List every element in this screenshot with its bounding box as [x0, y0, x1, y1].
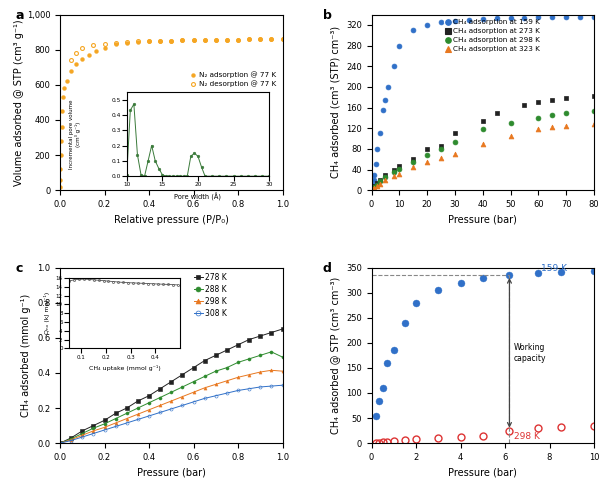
N₂ adsorption @ 77 K: [157, 38, 164, 44]
N₂ adsorption @ 77 K: [68, 68, 75, 74]
N₂ adsorption @ 77 K: [145, 38, 152, 44]
N₂ adsorption @ 77 K: [58, 138, 65, 144]
N₂ adsorption @ 77 K: [257, 36, 264, 42]
Legend: CH₄ adsorption at 159 K, CH₄ adsorption at 273 K, CH₄ adsorption at 298 K, CH₄ a: CH₄ adsorption at 159 K, CH₄ adsorption …: [442, 17, 542, 55]
Line: N₂ desorption @ 77 K: N₂ desorption @ 77 K: [69, 37, 284, 62]
N₂ adsorption @ 77 K: [101, 45, 108, 51]
N₂ adsorption @ 77 K: [167, 37, 175, 43]
N₂ adsorption @ 77 K: [235, 37, 242, 42]
N₂ adsorption @ 77 K: [57, 152, 64, 158]
Legend: 278 K, 288 K, 298 K, 308 K: 278 K, 288 K, 298 K, 308 K: [191, 270, 230, 321]
N₂ adsorption @ 77 K: [123, 40, 130, 46]
N₂ adsorption @ 77 K: [190, 37, 197, 43]
X-axis label: Pressure (bar): Pressure (bar): [137, 468, 206, 477]
N₂ desorption @ 77 K: [68, 57, 75, 63]
N₂ desorption @ 77 K: [145, 38, 152, 44]
Text: 298 K: 298 K: [514, 431, 540, 441]
N₂ adsorption @ 77 K: [134, 39, 142, 45]
N₂ adsorption @ 77 K: [201, 37, 208, 43]
N₂ adsorption @ 77 K: [60, 94, 67, 100]
Text: b: b: [323, 9, 331, 22]
N₂ desorption @ 77 K: [179, 37, 186, 43]
Text: d: d: [323, 262, 331, 275]
N₂ adsorption @ 77 K: [72, 61, 79, 67]
N₂ adsorption @ 77 K: [179, 37, 186, 43]
N₂ desorption @ 77 K: [235, 37, 242, 42]
N₂ adsorption @ 77 K: [56, 184, 64, 189]
N₂ desorption @ 77 K: [101, 41, 108, 47]
N₂ desorption @ 77 K: [134, 38, 142, 44]
Text: c: c: [16, 262, 23, 275]
N₂ adsorption @ 77 K: [223, 37, 230, 43]
N₂ desorption @ 77 K: [90, 42, 97, 48]
X-axis label: Relative pressure (P/P₀): Relative pressure (P/P₀): [114, 215, 229, 225]
Y-axis label: CH₄ adsorbed (mmol g⁻¹): CH₄ adsorbed (mmol g⁻¹): [22, 294, 31, 417]
Text: 159 K: 159 K: [541, 263, 566, 273]
Text: a: a: [16, 9, 24, 22]
N₂ adsorption @ 77 K: [279, 36, 286, 42]
N₂ adsorption @ 77 K: [58, 124, 65, 130]
N₂ desorption @ 77 K: [257, 36, 264, 42]
X-axis label: Pressure (bar): Pressure (bar): [448, 215, 517, 225]
N₂ adsorption @ 77 K: [268, 36, 275, 42]
Y-axis label: Volume adsorbed @ STP (cm³ g⁻¹): Volume adsorbed @ STP (cm³ g⁻¹): [14, 19, 24, 186]
Y-axis label: CH₄ adsorbed @ STP (cm³ cm⁻³): CH₄ adsorbed @ STP (cm³ cm⁻³): [331, 277, 340, 434]
N₂ adsorption @ 77 K: [92, 49, 99, 55]
N₂ adsorption @ 77 K: [85, 52, 92, 58]
N₂ desorption @ 77 K: [268, 36, 275, 42]
N₂ desorption @ 77 K: [223, 37, 230, 43]
N₂ adsorption @ 77 K: [57, 166, 64, 172]
N₂ adsorption @ 77 K: [63, 78, 70, 84]
N₂ desorption @ 77 K: [123, 39, 130, 45]
N₂ desorption @ 77 K: [79, 45, 86, 51]
N₂ adsorption @ 77 K: [112, 41, 119, 47]
N₂ desorption @ 77 K: [190, 37, 197, 43]
N₂ adsorption @ 77 K: [79, 56, 86, 61]
Line: N₂ adsorption @ 77 K: N₂ adsorption @ 77 K: [58, 37, 284, 188]
Y-axis label: CH₄ adsorbed (cm³ (STP) cm⁻³): CH₄ adsorbed (cm³ (STP) cm⁻³): [331, 26, 340, 179]
N₂ desorption @ 77 K: [157, 38, 164, 44]
N₂ desorption @ 77 K: [112, 40, 119, 46]
N₂ desorption @ 77 K: [201, 37, 208, 43]
N₂ desorption @ 77 K: [212, 37, 220, 43]
X-axis label: Pressure (bar): Pressure (bar): [448, 468, 517, 477]
N₂ adsorption @ 77 K: [245, 37, 253, 42]
Legend: N₂ adsorption @ 77 K, N₂ desorption @ 77 K: N₂ adsorption @ 77 K, N₂ desorption @ 77…: [187, 69, 279, 90]
N₂ desorption @ 77 K: [72, 50, 79, 56]
N₂ desorption @ 77 K: [245, 37, 253, 42]
N₂ desorption @ 77 K: [279, 36, 286, 42]
N₂ adsorption @ 77 K: [59, 108, 66, 114]
N₂ adsorption @ 77 K: [212, 37, 220, 43]
N₂ adsorption @ 77 K: [56, 177, 64, 183]
N₂ desorption @ 77 K: [167, 37, 175, 43]
N₂ adsorption @ 77 K: [61, 85, 68, 91]
Text: Working
capacity: Working capacity: [514, 343, 547, 362]
